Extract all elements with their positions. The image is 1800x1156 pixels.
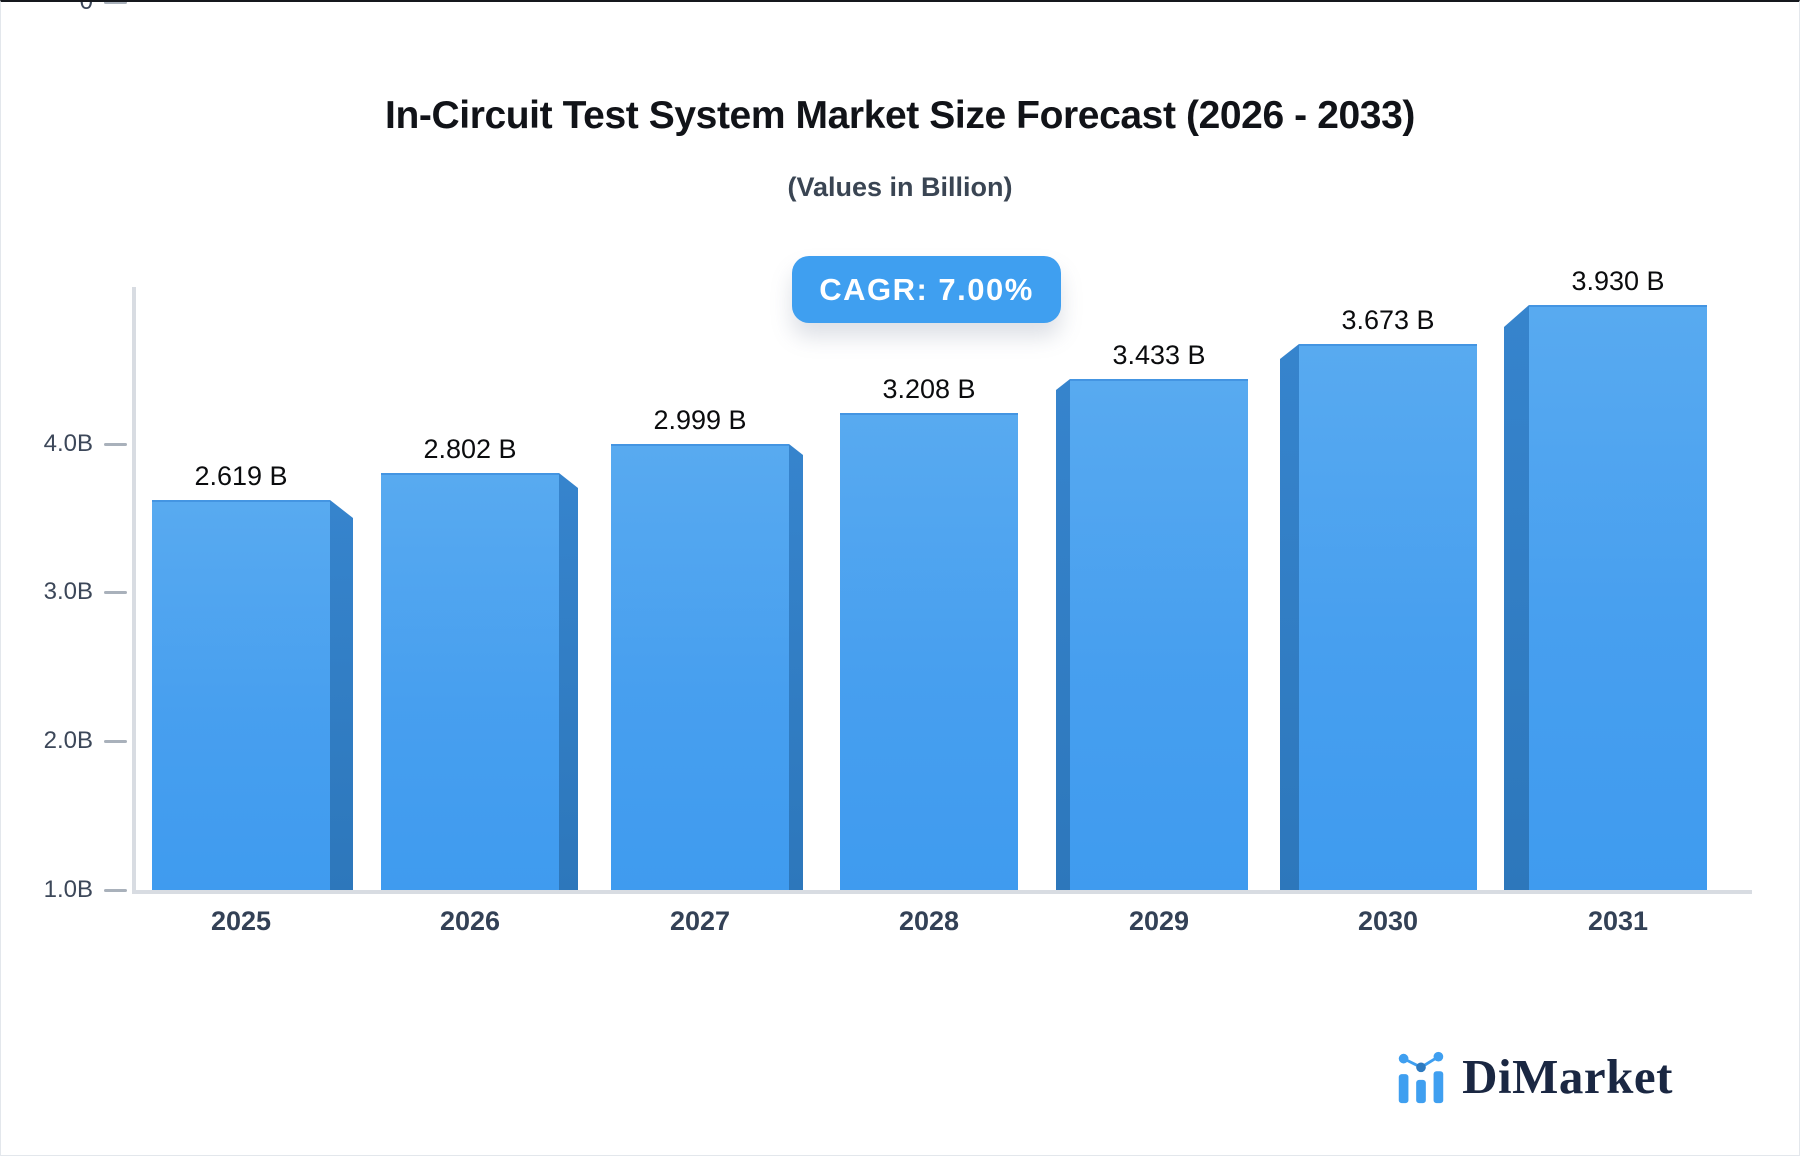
chart-title: In-Circuit Test System Market Size Forec… [385,94,1415,137]
bar-line-chart-icon [1398,1051,1444,1103]
x-axis-label: 2025 [210,906,272,936]
x-axis-label: 2031 [1587,906,1649,936]
y-axis-line [132,287,136,894]
chart-subtitle: (Values in Billion) [787,172,1013,202]
bar-front-face[interactable]: 2.619 B 2025 [152,461,330,936]
bar-front-face[interactable]: 3.208 B 2028 [840,374,1018,936]
bar-value-label: 2.802 B [423,434,517,464]
dimarket-logo[interactable]: DiMarket [1392,1048,1673,1105]
y-axis-tick-label: 4.0B [43,430,93,457]
bar-value-label: 2.619 B [194,461,288,491]
bar-side-face [559,473,578,890]
y-axis-tick-dash [104,888,127,892]
y-axis-tick-dash [104,2,127,4]
bar-group: 2.619 B 2025 [152,461,353,936]
bar-group: 3.208 B 2028 [840,374,1018,936]
bar-front-face[interactable]: 2.999 B 2027 [611,405,789,936]
bar-value-label: 3.673 B [1341,305,1435,335]
bar-group: 3.930 B 2031 [1504,266,1707,936]
y-axis-tick-dash [104,739,127,743]
bar-front-face[interactable]: 3.433 B 2029 [1070,340,1248,936]
bar-group: 3.673 B 2030 [1280,305,1477,936]
x-axis-label: 2029 [1128,906,1190,936]
y-axis-tick: 2.0B [1,726,127,756]
bar-front-face[interactable]: 2.802 B 2026 [381,434,559,936]
y-axis-tick-label: 1.0B [43,876,93,903]
cagr-badge: CAGR: 7.00% [792,256,1061,323]
y-axis-tick-label: 3.0B [43,578,93,605]
y-axis-tick-label: 0 [79,0,93,15]
x-axis-line [132,890,1752,894]
bar-group: 2.802 B 2026 [381,434,578,936]
bar-front-face[interactable]: 3.930 B 2031 [1529,266,1707,936]
bar-side-face [1056,379,1070,890]
x-axis-label: 2030 [1357,906,1419,936]
y-axis-tick-dash [104,442,127,446]
y-axis-tick-dash [104,590,127,594]
x-axis-label: 2026 [439,906,501,936]
y-axis-tick: 4.0B [1,429,127,459]
bar-value-label: 2.999 B [653,405,747,435]
bar-side-face [1280,344,1299,890]
brand-name: DiMarket [1462,1049,1673,1104]
bar-value-label: 3.208 B [882,374,976,404]
x-axis-label: 2028 [898,906,960,936]
y-axis-tick-label: 2.0B [43,727,93,754]
bar-side-face [789,444,803,890]
bar-side-face [330,500,353,890]
bar-group: 3.433 B 2029 [1056,340,1248,936]
bar-front-face[interactable]: 3.673 B 2030 [1299,305,1477,936]
bar-value-label: 3.433 B [1112,340,1206,370]
x-axis-label: 2027 [669,906,731,936]
bar-group: 2.999 B 2027 [611,405,803,936]
bar-side-face [1504,305,1529,890]
y-axis-tick: 1.0B [1,875,127,905]
y-axis-tick: 3.0B [1,577,127,607]
y-axis-tick: 0 [1,0,127,17]
plot-area: 2.619 B 2025 2.802 B 2026 2.999 B 2027 3… [136,266,1748,936]
bar-value-label: 3.930 B [1571,266,1665,296]
